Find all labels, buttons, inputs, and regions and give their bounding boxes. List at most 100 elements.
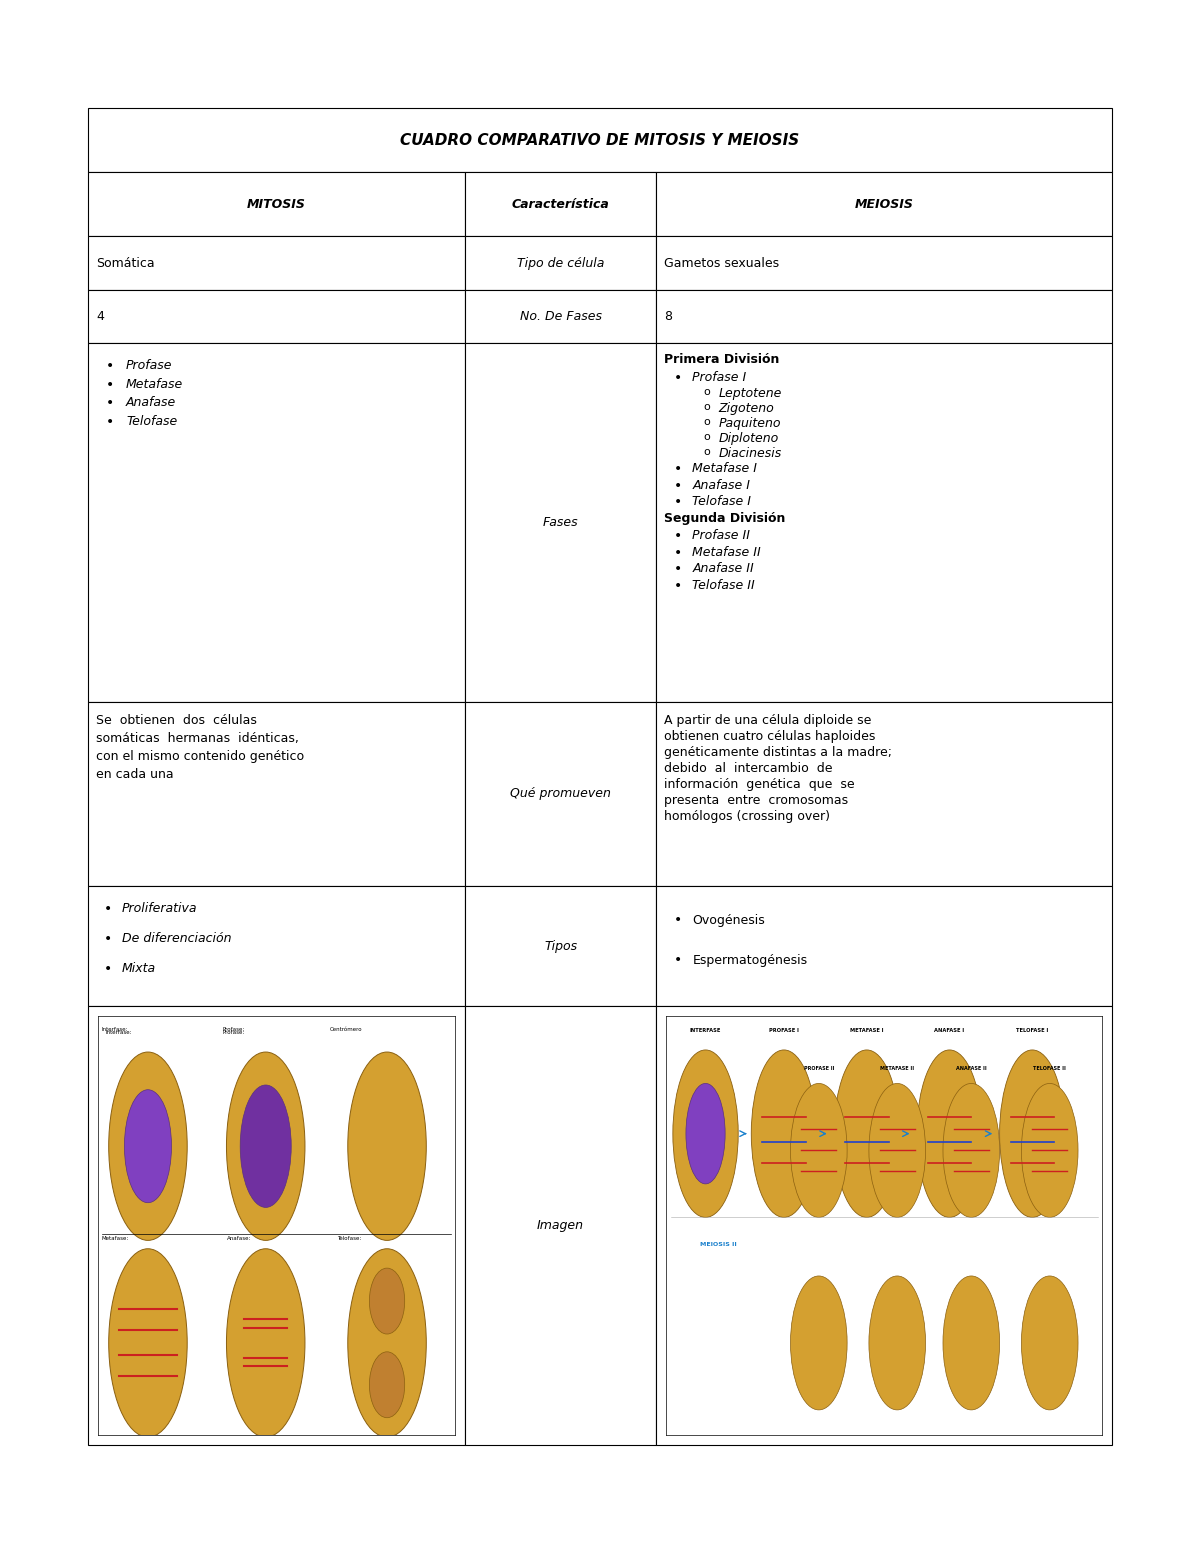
- Bar: [88, 887, 464, 1006]
- Text: PROFASE II: PROFASE II: [804, 1065, 834, 1072]
- Text: Segunda División: Segunda División: [665, 512, 786, 525]
- Text: Interfase:: Interfase:: [102, 1027, 128, 1031]
- Text: •: •: [104, 932, 112, 946]
- Text: •: •: [674, 530, 683, 544]
- Text: Centrómero: Centrómero: [330, 1027, 362, 1031]
- Bar: [88, 109, 1112, 172]
- Text: en cada una: en cada una: [96, 767, 174, 781]
- Ellipse shape: [227, 1051, 305, 1241]
- Bar: [656, 1006, 1112, 1444]
- Text: Profase:: Profase:: [223, 1030, 245, 1036]
- Text: Espermatogénesis: Espermatogénesis: [692, 954, 808, 968]
- Text: Profase: Profase: [126, 359, 173, 373]
- Bar: [464, 172, 656, 236]
- Text: •: •: [674, 371, 683, 385]
- Text: Zigoteno: Zigoteno: [719, 402, 774, 415]
- Text: •: •: [106, 396, 114, 410]
- Text: TELOFASE II: TELOFASE II: [1033, 1065, 1066, 1072]
- Text: Paquiteno: Paquiteno: [719, 418, 781, 430]
- Text: •: •: [674, 913, 683, 927]
- Text: o: o: [703, 447, 709, 457]
- Ellipse shape: [348, 1051, 426, 1241]
- Text: homólogos (crossing over): homólogos (crossing over): [665, 809, 830, 823]
- Text: MEIOSIS: MEIOSIS: [854, 197, 913, 211]
- Bar: [88, 172, 464, 236]
- Bar: [464, 290, 656, 343]
- Bar: [464, 236, 656, 290]
- Ellipse shape: [943, 1277, 1000, 1410]
- Bar: [88, 236, 464, 290]
- Text: PROFASE I: PROFASE I: [769, 1028, 799, 1033]
- Bar: [464, 887, 656, 1006]
- Text: Telofase II: Telofase II: [692, 579, 755, 592]
- Text: Profase II: Profase II: [692, 530, 750, 542]
- Text: Tipos: Tipos: [544, 940, 577, 954]
- Text: A partir de una célula diploide se: A partir de una célula diploide se: [665, 714, 871, 727]
- Bar: [88, 702, 464, 887]
- Ellipse shape: [686, 1084, 725, 1183]
- Text: •: •: [674, 954, 683, 968]
- Text: MITOSIS: MITOSIS: [247, 197, 306, 211]
- Text: •: •: [674, 545, 683, 559]
- Text: Diacinesis: Diacinesis: [719, 447, 781, 460]
- Text: Profase I: Profase I: [692, 371, 746, 384]
- Ellipse shape: [125, 1090, 172, 1202]
- Text: Proliferativa: Proliferativa: [122, 902, 198, 915]
- Text: Somática: Somática: [96, 256, 155, 270]
- Bar: [656, 236, 1112, 290]
- Text: o: o: [703, 402, 709, 412]
- Text: Telofase:: Telofase:: [337, 1236, 361, 1241]
- Ellipse shape: [869, 1277, 925, 1410]
- Text: METAFASE II: METAFASE II: [880, 1065, 914, 1072]
- Text: somáticas  hermanas  idénticas,: somáticas hermanas idénticas,: [96, 731, 299, 744]
- Text: Profase:: Profase:: [223, 1027, 245, 1031]
- Text: Primera División: Primera División: [665, 354, 780, 367]
- Text: o: o: [703, 418, 709, 427]
- Text: Gametos sexuales: Gametos sexuales: [665, 256, 780, 270]
- Bar: [464, 702, 656, 887]
- Text: Interfase:: Interfase:: [106, 1030, 132, 1036]
- Text: información  genética  que  se: información genética que se: [665, 778, 854, 790]
- Text: •: •: [674, 562, 683, 576]
- Text: •: •: [106, 377, 114, 391]
- Ellipse shape: [109, 1249, 187, 1437]
- Text: •: •: [674, 579, 683, 593]
- Ellipse shape: [1021, 1084, 1078, 1218]
- Text: Mixta: Mixta: [122, 963, 156, 975]
- Text: debido  al  intercambio  de: debido al intercambio de: [665, 761, 833, 775]
- Bar: [656, 343, 1112, 702]
- Bar: [88, 1006, 464, 1444]
- Text: Anafase: Anafase: [126, 396, 176, 410]
- Ellipse shape: [869, 1084, 925, 1218]
- Ellipse shape: [370, 1269, 404, 1334]
- Ellipse shape: [673, 1050, 738, 1218]
- Text: Diploteno: Diploteno: [719, 432, 779, 446]
- Text: presenta  entre  cromosomas: presenta entre cromosomas: [665, 794, 848, 806]
- Ellipse shape: [109, 1051, 187, 1241]
- Text: •: •: [104, 961, 112, 975]
- Text: •: •: [674, 478, 683, 492]
- Text: Metafase: Metafase: [126, 377, 184, 391]
- Text: Metafase II: Metafase II: [692, 545, 761, 559]
- Text: genéticamente distintas a la madre;: genéticamente distintas a la madre;: [665, 745, 893, 758]
- Text: INTERFASE: INTERFASE: [690, 1028, 721, 1033]
- Ellipse shape: [791, 1277, 847, 1410]
- Text: •: •: [674, 463, 683, 477]
- Ellipse shape: [943, 1084, 1000, 1218]
- Ellipse shape: [1021, 1277, 1078, 1410]
- Text: Imagen: Imagen: [538, 1219, 584, 1232]
- Text: CUADRO COMPARATIVO DE MITOSIS Y MEIOSIS: CUADRO COMPARATIVO DE MITOSIS Y MEIOSIS: [401, 132, 799, 148]
- Bar: [656, 290, 1112, 343]
- Text: Ovogénesis: Ovogénesis: [692, 913, 766, 927]
- Text: Se  obtienen  dos  células: Se obtienen dos células: [96, 714, 257, 727]
- Text: Fases: Fases: [542, 516, 578, 530]
- Bar: [464, 1006, 656, 1444]
- Text: 4: 4: [96, 311, 104, 323]
- Ellipse shape: [917, 1050, 982, 1218]
- Ellipse shape: [791, 1084, 847, 1218]
- Text: Qué promueven: Qué promueven: [510, 787, 611, 800]
- Text: obtienen cuatro células haploides: obtienen cuatro células haploides: [665, 730, 876, 742]
- Text: 8: 8: [665, 311, 672, 323]
- Text: No. De Fases: No. De Fases: [520, 311, 601, 323]
- Ellipse shape: [751, 1050, 817, 1218]
